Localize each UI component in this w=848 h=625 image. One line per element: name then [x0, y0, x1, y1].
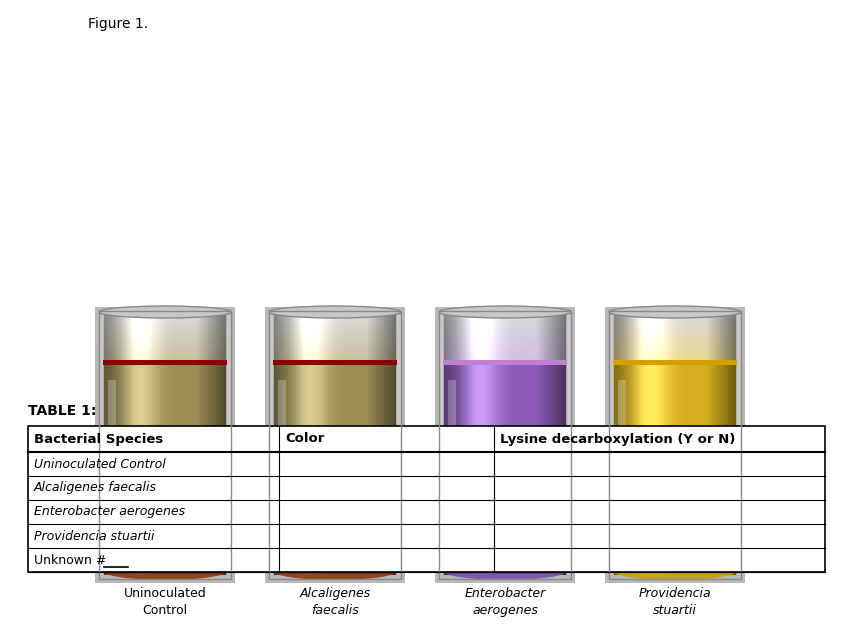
Ellipse shape: [269, 306, 401, 318]
Text: Enterobacter aerogenes: Enterobacter aerogenes: [34, 506, 185, 519]
Bar: [435, 307, 575, 583]
Text: Enterobacter
aerogenes: Enterobacter aerogenes: [465, 587, 545, 617]
Ellipse shape: [443, 562, 567, 580]
Bar: [28, 426, 825, 572]
Text: Providencia
stuartii: Providencia stuartii: [639, 587, 711, 617]
Bar: [265, 307, 405, 583]
Text: Uninoculated Control: Uninoculated Control: [34, 458, 165, 471]
Bar: [273, 315, 397, 575]
Bar: [99, 311, 231, 579]
Text: Uninoculated
Control: Uninoculated Control: [124, 587, 206, 617]
Bar: [396, 315, 401, 575]
Bar: [273, 360, 397, 365]
Bar: [269, 311, 401, 579]
Bar: [443, 360, 567, 365]
Text: Color: Color: [285, 432, 325, 446]
Bar: [448, 380, 456, 549]
Bar: [103, 315, 227, 575]
Bar: [439, 311, 571, 579]
Text: Figure 1.: Figure 1.: [88, 17, 148, 31]
Bar: [618, 380, 626, 549]
Bar: [613, 315, 737, 575]
Text: TABLE 1:: TABLE 1:: [28, 404, 97, 418]
Ellipse shape: [609, 306, 741, 318]
Text: Alcaligenes
faecalis: Alcaligenes faecalis: [299, 587, 371, 617]
Bar: [613, 360, 737, 365]
Bar: [566, 315, 571, 575]
Bar: [108, 380, 116, 549]
Text: Bacterial Species: Bacterial Species: [34, 432, 164, 446]
Ellipse shape: [103, 562, 227, 580]
Bar: [95, 307, 235, 583]
Bar: [226, 315, 231, 575]
Ellipse shape: [613, 562, 737, 580]
Bar: [736, 315, 741, 575]
Bar: [103, 360, 227, 365]
Text: Providencia stuartii: Providencia stuartii: [34, 529, 154, 542]
Ellipse shape: [99, 306, 231, 318]
Bar: [609, 311, 741, 579]
Ellipse shape: [439, 306, 571, 318]
Text: Alcaligenes faecalis: Alcaligenes faecalis: [34, 481, 157, 494]
Text: Unknown #: Unknown #: [34, 554, 106, 566]
Text: Lysine decarboxylation (Y or N): Lysine decarboxylation (Y or N): [500, 432, 735, 446]
Ellipse shape: [273, 562, 397, 580]
Bar: [439, 315, 444, 575]
Bar: [605, 307, 745, 583]
Bar: [269, 315, 274, 575]
Bar: [278, 380, 286, 549]
Bar: [609, 315, 614, 575]
Bar: [99, 315, 104, 575]
Bar: [443, 315, 567, 575]
